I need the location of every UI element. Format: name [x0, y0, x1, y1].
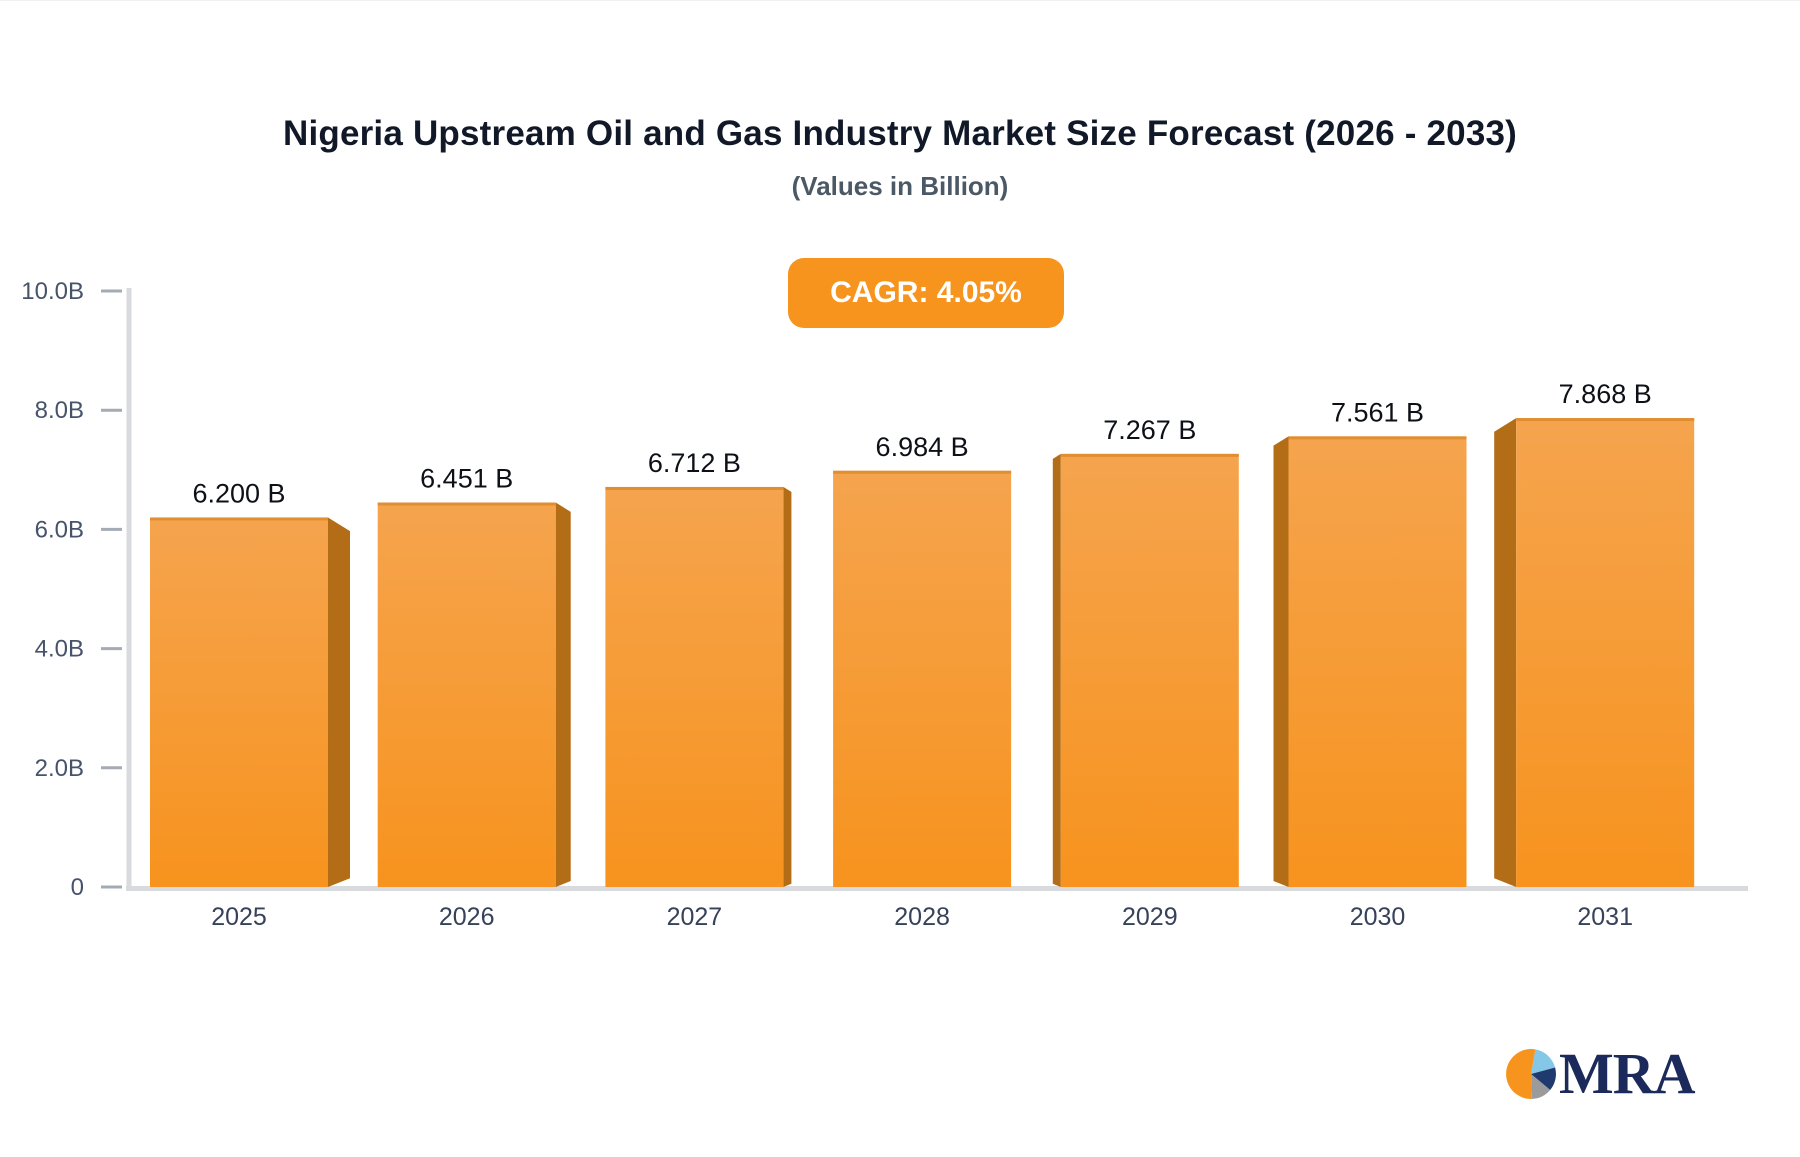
- page-title: Nigeria Upstream Oil and Gas Industry Ma…: [282, 114, 1518, 153]
- x-tick-label-2025: 2025: [211, 903, 267, 931]
- x-tick-label-2026: 2026: [439, 903, 495, 931]
- logo-text: MRA: [1559, 1041, 1696, 1106]
- x-tick-label-2029: 2029: [1122, 903, 1178, 931]
- y-tick-label: 10.0B: [21, 278, 84, 305]
- y-tick-label: 8.0B: [35, 397, 84, 424]
- value-label-2031: 7.868 B: [1559, 379, 1652, 409]
- bar-2028: [833, 470, 1012, 887]
- value-label-2028: 6.984 B: [876, 432, 969, 462]
- x-tick-label-2030: 2030: [1350, 903, 1406, 931]
- value-label-2030: 7.561 B: [1331, 397, 1424, 427]
- x-tick-label-2031: 2031: [1577, 903, 1633, 931]
- pie-logo-icon: [1506, 1049, 1556, 1099]
- x-tick-label-2028: 2028: [894, 903, 950, 931]
- value-label-2026: 6.451 B: [420, 464, 513, 494]
- mra-logo: MRA: [1505, 1041, 1696, 1107]
- bar-top-edge-2027: [605, 486, 784, 490]
- bar-2030: [1288, 436, 1467, 887]
- bar-2027: [605, 486, 784, 887]
- pie-slice-navy: [1531, 1067, 1556, 1091]
- pie-slice-light-blue: [1531, 1049, 1556, 1074]
- page-subtitle: (Values in Billion): [791, 171, 1009, 201]
- bar-side-2025: [328, 517, 350, 887]
- bar-top-edge-2031: [1516, 418, 1695, 422]
- bar-2029: [1060, 453, 1239, 887]
- bar-side-2031: [1494, 418, 1517, 887]
- cagr-badge: CAGR: 4.05%: [788, 258, 1064, 328]
- y-tick-label: 2.0B: [35, 755, 84, 782]
- bar-2031: [1516, 418, 1695, 887]
- y-tick-label: 6.0B: [35, 516, 84, 543]
- bar-side-2026: [555, 502, 571, 887]
- pie-slice-orange: [1506, 1049, 1536, 1099]
- bar-top-edge-2025: [150, 517, 328, 521]
- bar-side-2027: [783, 486, 792, 887]
- bar-side-2030: [1273, 436, 1289, 887]
- y-tick-label: 0: [71, 874, 84, 901]
- pie-slice-gray: [1531, 1074, 1551, 1099]
- value-label-2027: 6.712 B: [648, 448, 741, 478]
- bar-top-edge-2026: [377, 502, 556, 506]
- bar-2025: [150, 517, 328, 887]
- x-tick-label-2027: 2027: [667, 903, 723, 931]
- bar-2026: [377, 502, 556, 887]
- bar-top-edge-2028: [833, 470, 1012, 474]
- y-tick-label: 4.0B: [35, 636, 84, 663]
- value-label-2029: 7.267 B: [1103, 415, 1196, 445]
- value-label-2025: 6.200 B: [192, 478, 285, 508]
- bar-top-edge-2029: [1060, 453, 1239, 457]
- bar-side-2029: [1052, 453, 1061, 887]
- bar-top-edge-2030: [1288, 436, 1467, 440]
